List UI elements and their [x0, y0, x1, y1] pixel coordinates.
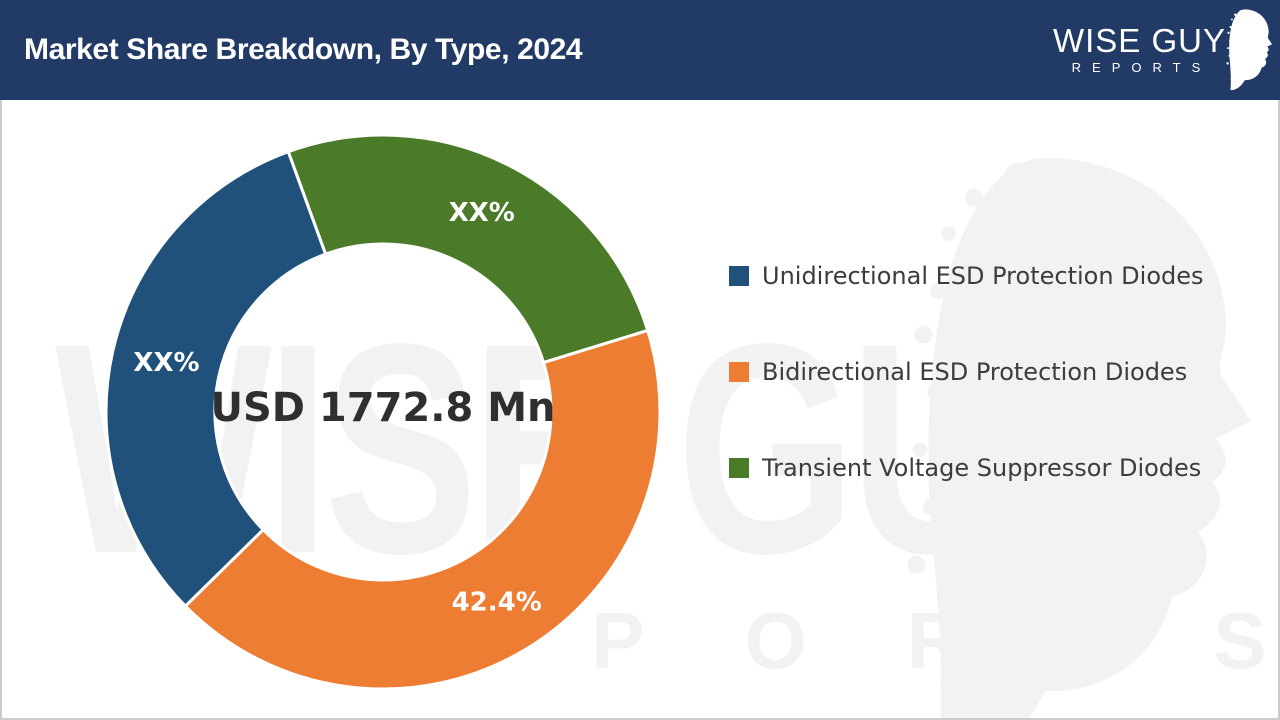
legend-label-unidirectional: Unidirectional ESD Protection Diodes [762, 262, 1204, 290]
logo-reports: REPORTS [1071, 60, 1212, 75]
donut-slice-bidirectional [183, 328, 662, 691]
slice-label-bidirectional: 42.4% [452, 588, 542, 618]
wiseguy-logo: WISE GUY REPORTS [1053, 6, 1276, 94]
legend-item-transient: Transient Voltage Suppressor Diodes [729, 450, 1204, 486]
legend-item-bidirectional: Bidirectional ESD Protection Diodes [729, 354, 1204, 390]
legend-label-bidirectional: Bidirectional ESD Protection Diodes [762, 358, 1188, 386]
wiseguy-logo-text: WISE GUY REPORTS [1053, 24, 1226, 76]
wiseguy-face-icon [1226, 9, 1273, 91]
slice-label-unidirectional: XX% [133, 348, 199, 378]
donut-center-label: USD 1772.8 Mn [210, 385, 556, 431]
legend-item-unidirectional: Unidirectional ESD Protection Diodes [729, 258, 1204, 294]
slice-label-transient: XX% [449, 198, 515, 228]
header-bar: Market Share Breakdown, By Type, 2024 WI… [0, 0, 1280, 100]
legend: Unidirectional ESD Protection Diodes Bid… [729, 258, 1204, 546]
logo-wordmark: WISE GUY [1052, 22, 1226, 59]
legend-marker-transient-icon [729, 458, 749, 478]
donut-slice-transient [286, 133, 650, 365]
legend-marker-bidirectional-icon [729, 362, 749, 382]
donut-slice-unidirectional [104, 149, 328, 609]
legend-label-transient: Transient Voltage Suppressor Diodes [762, 454, 1202, 482]
legend-marker-unidirectional-icon [729, 266, 749, 286]
page-title: Market Share Breakdown, By Type, 2024 [24, 33, 583, 66]
